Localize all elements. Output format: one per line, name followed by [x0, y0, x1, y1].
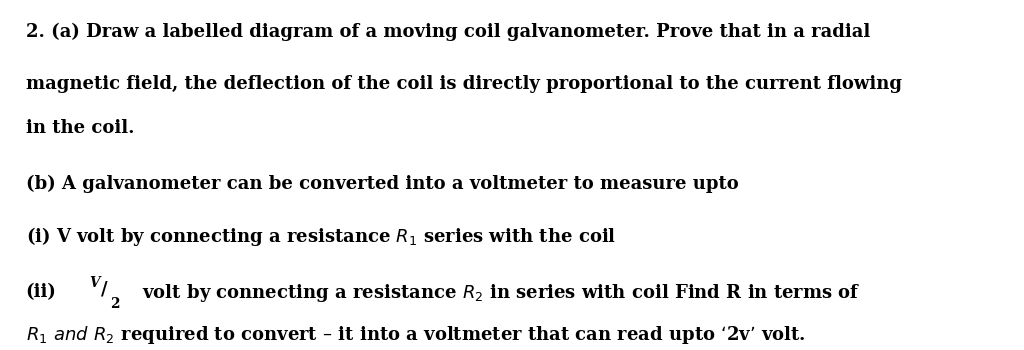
Text: V: V	[89, 276, 99, 290]
Text: volt by connecting a resistance $\mathit{R}_2$ in series with coil Find R in ter: volt by connecting a resistance $\mathit…	[130, 281, 860, 303]
Text: (i) V volt by connecting a resistance $\mathit{R}_1$ series with the coil: (i) V volt by connecting a resistance $\…	[26, 224, 615, 247]
Text: /: /	[101, 280, 108, 298]
Text: 2: 2	[110, 297, 119, 311]
Text: $\mathit{R}_1$ $\mathit{and}$ $\mathit{R}_2$ required to convert – it into a vol: $\mathit{R}_1$ $\mathit{and}$ $\mathit{R…	[26, 323, 806, 345]
Text: (b) A galvanometer can be converted into a voltmeter to measure upto: (b) A galvanometer can be converted into…	[26, 175, 738, 193]
Text: (ii): (ii)	[26, 284, 56, 301]
Text: 2. (a) Draw a labelled diagram of a moving coil galvanometer. Prove that in a ra: 2. (a) Draw a labelled diagram of a movi…	[26, 22, 869, 41]
Text: in the coil.: in the coil.	[26, 119, 134, 137]
Text: magnetic field, the deflection of the coil is directly proportional to the curre: magnetic field, the deflection of the co…	[26, 75, 901, 93]
